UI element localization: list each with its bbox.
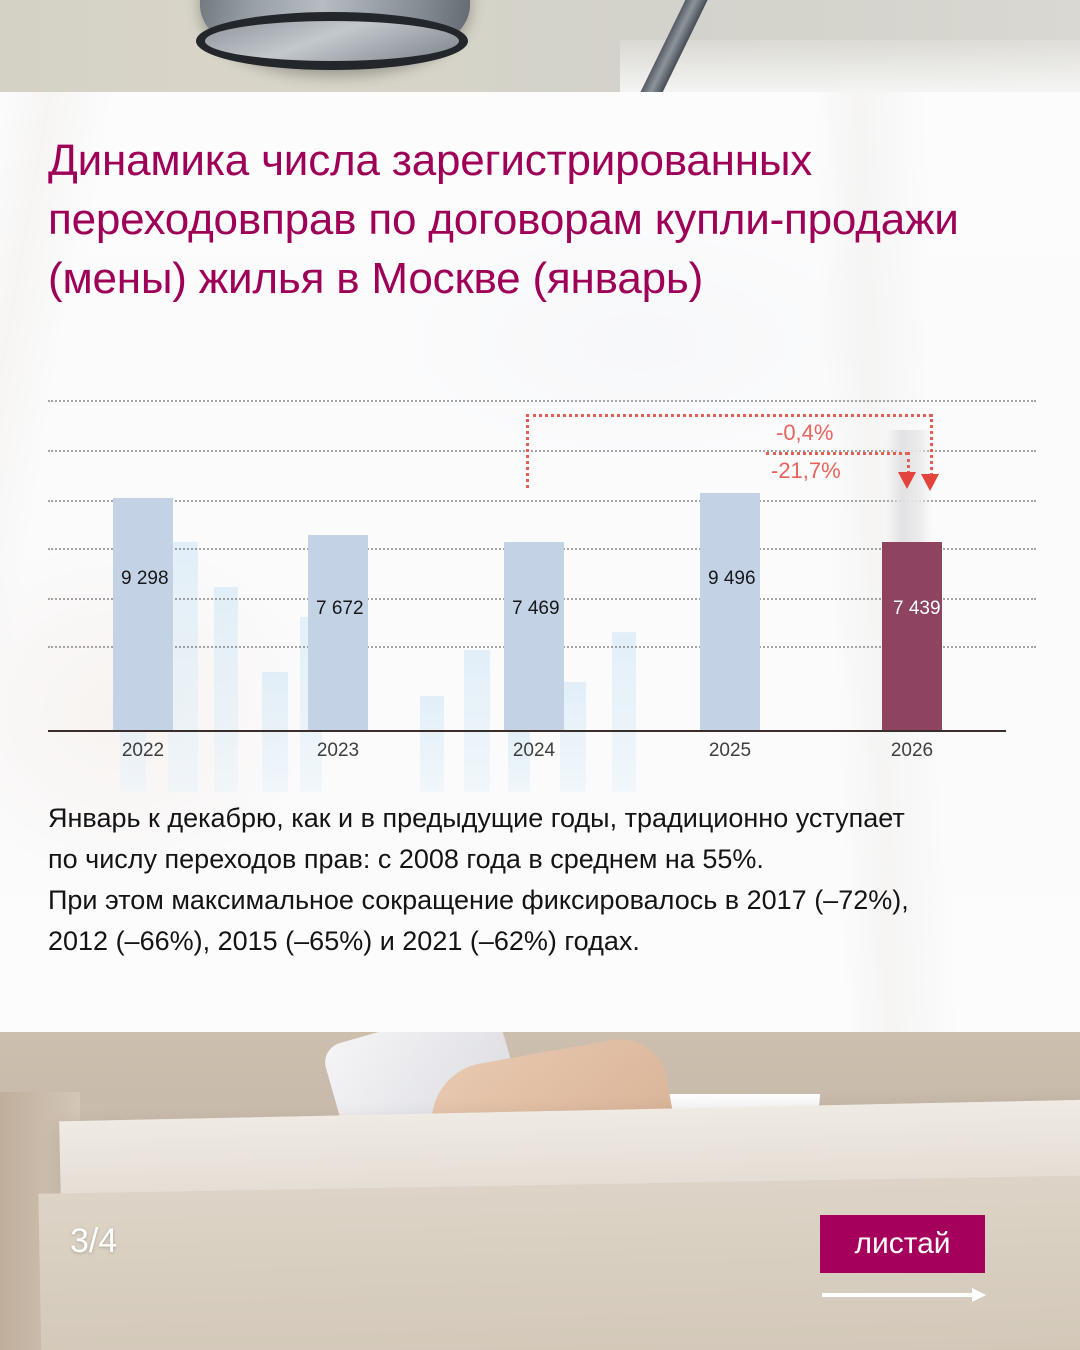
bar-2023[interactable]: [308, 535, 368, 730]
annotation-bracket-1-left: [526, 414, 529, 488]
gridline: [48, 500, 1036, 502]
bar-value-2025: 9 496: [708, 568, 756, 589]
annotation-bracket-1-top: [526, 414, 932, 417]
x-label-2024: 2024: [512, 740, 556, 761]
bar-value-2024: 7 469: [512, 598, 560, 619]
bar-2026[interactable]: [882, 542, 942, 730]
lamp-ring: [196, 12, 468, 70]
header-photo: [0, 0, 1080, 92]
body-line-1: Январь к декабрю, как и в предыдущие год…: [48, 803, 905, 833]
annotation-bracket-2-right: [907, 452, 910, 474]
page-indicator: 3/4: [70, 1222, 118, 1260]
annotation-bracket-1-right: [930, 414, 933, 476]
bar-value-2022: 9 298: [121, 568, 169, 589]
bar-value-2026: 7 439: [893, 598, 941, 619]
swipe-button[interactable]: листай: [820, 1215, 985, 1273]
body-line-4: 2012 (–66%), 2015 (–65%) и 2021 (–62%) г…: [48, 926, 640, 957]
x-axis: [48, 730, 1006, 732]
gridline: [48, 400, 1036, 402]
annotation-bracket-2-top: [766, 452, 908, 455]
content-card: Динамика числа зарегистрированных перехо…: [0, 92, 1080, 1032]
x-label-2025: 2025: [708, 740, 752, 761]
arrow-right-icon: [822, 1288, 986, 1302]
bar-chart: 9 298 7 672 7 469 9 496 7 439 -0,4% -21,…: [48, 392, 1036, 761]
body-line-3: При этом максимальное сокращение фиксиро…: [48, 885, 909, 916]
x-label-2022: 2022: [121, 740, 165, 761]
page-title: Динамика числа зарегистрированных перехо…: [48, 136, 959, 303]
bar-2024[interactable]: [504, 542, 564, 730]
annotation-label-2: -21,7%: [771, 458, 841, 483]
x-label-2026: 2026: [890, 740, 934, 761]
body-text: Январь к декабрю, как и в предыдущие год…: [48, 798, 1048, 962]
swipe-button-label: листай: [854, 1227, 951, 1260]
photo-wall: [620, 40, 1080, 92]
annotation-label-1: -0,4%: [776, 420, 834, 445]
body-line-2: по числу переходов прав: с 2008 года в с…: [48, 844, 764, 875]
bar-2025[interactable]: [700, 493, 760, 730]
x-label-2023: 2023: [316, 740, 360, 761]
bar-2022[interactable]: [113, 498, 173, 730]
bar-value-2023: 7 672: [316, 598, 364, 619]
footer-photo: [0, 1032, 1080, 1350]
annotation-arrow-1: [921, 474, 939, 491]
gridline: [48, 450, 1036, 452]
annotation-arrow-2: [898, 472, 916, 489]
